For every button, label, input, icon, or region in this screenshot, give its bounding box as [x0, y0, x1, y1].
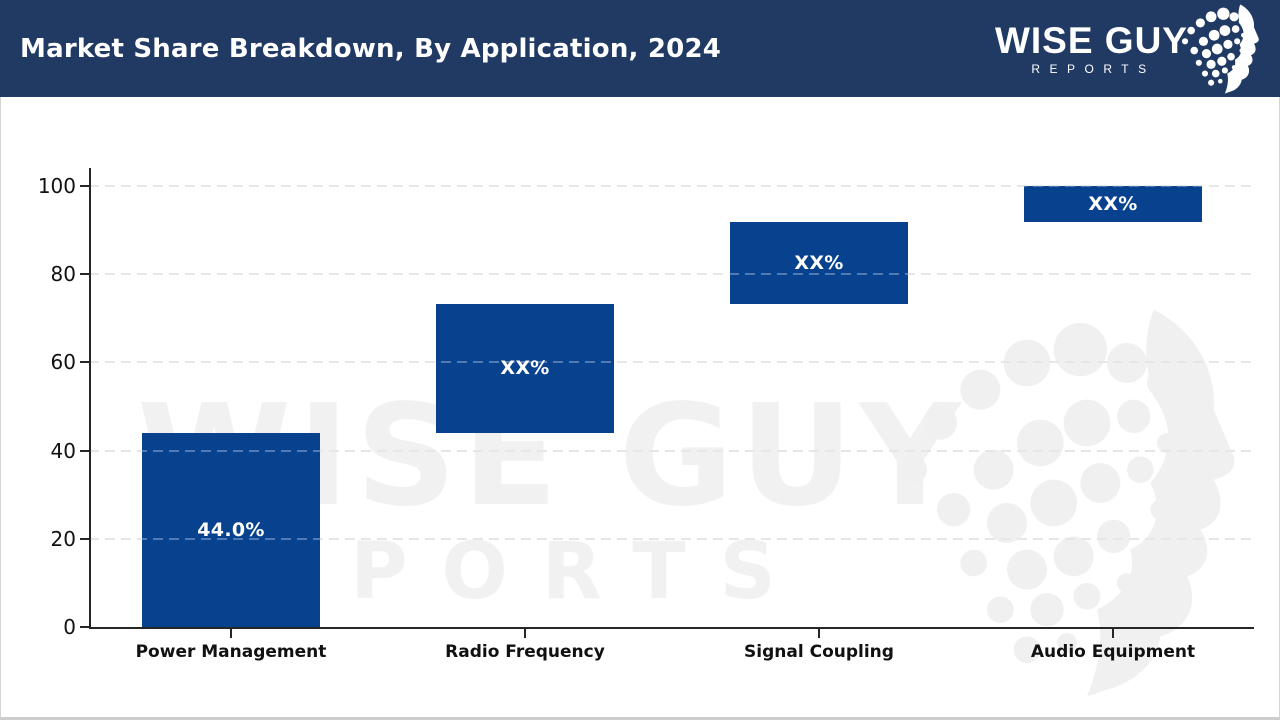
x-tick-label: Power Management — [135, 642, 327, 662]
chart: WISE GUY REPORTS 0 20 40 60 80 100 44.0% XX% XX%… — [0, 97, 1280, 720]
x-tick — [1112, 629, 1114, 638]
gridline-overlay — [89, 537, 1254, 540]
y-tick-label: 40 — [50, 438, 76, 463]
logo-line2: REPORTS — [1031, 61, 1156, 76]
gridline — [89, 361, 1254, 364]
x-tick — [818, 629, 820, 638]
gridline — [89, 449, 1254, 452]
gridline-overlay — [89, 185, 1254, 187]
y-tick-label: 80 — [50, 262, 76, 287]
bar: 44.0% — [142, 432, 320, 627]
gridline — [89, 273, 1254, 276]
bar: XX% — [730, 222, 908, 304]
y-tick — [80, 449, 89, 452]
y-tick — [80, 361, 89, 364]
gridline-overlay — [89, 449, 1254, 452]
bar-label: XX% — [500, 357, 550, 380]
gridline — [89, 537, 1254, 540]
x-axis-spine — [89, 627, 1254, 629]
gridline-overlay — [89, 273, 1254, 276]
logo-line1: WISE GUY — [994, 19, 1188, 61]
y-tick — [80, 537, 89, 540]
header: Market Share Breakdown, By Application, … — [0, 0, 1280, 97]
bar-label: XX% — [1088, 193, 1138, 216]
x-tick-label: Audio Equipment — [1030, 642, 1196, 662]
x-tick — [230, 629, 232, 638]
bar: XX% — [436, 303, 614, 433]
x-tick-label: Signal Coupling — [744, 642, 894, 662]
x-tick — [524, 629, 526, 638]
wiseguy-logo: WISE GUY REPORTS — [995, 3, 1262, 95]
y-axis-spine — [89, 168, 91, 629]
bar-label: XX% — [794, 251, 844, 274]
x-tick-label: Radio Frequency — [445, 642, 605, 662]
y-tick-label: 100 — [37, 174, 76, 198]
bar-label: 44.0% — [197, 518, 265, 541]
y-tick — [80, 626, 89, 628]
y-tick-label: 60 — [50, 350, 76, 375]
bar: XX% — [1024, 186, 1202, 223]
y-tick — [80, 185, 89, 187]
y-tick — [80, 273, 89, 276]
y-tick-label: 20 — [50, 526, 76, 551]
y-tick-label: 0 — [63, 615, 76, 639]
plot-area: 0 20 40 60 80 100 44.0% XX% XX% XX% Power Manageme… — [1, 97, 1280, 720]
gridline — [89, 185, 1254, 187]
page-title: Market Share Breakdown, By Application, … — [20, 33, 722, 64]
logo-wordmark: WISE GUY REPORTS — [995, 22, 1188, 76]
gridline-overlay — [89, 361, 1254, 364]
